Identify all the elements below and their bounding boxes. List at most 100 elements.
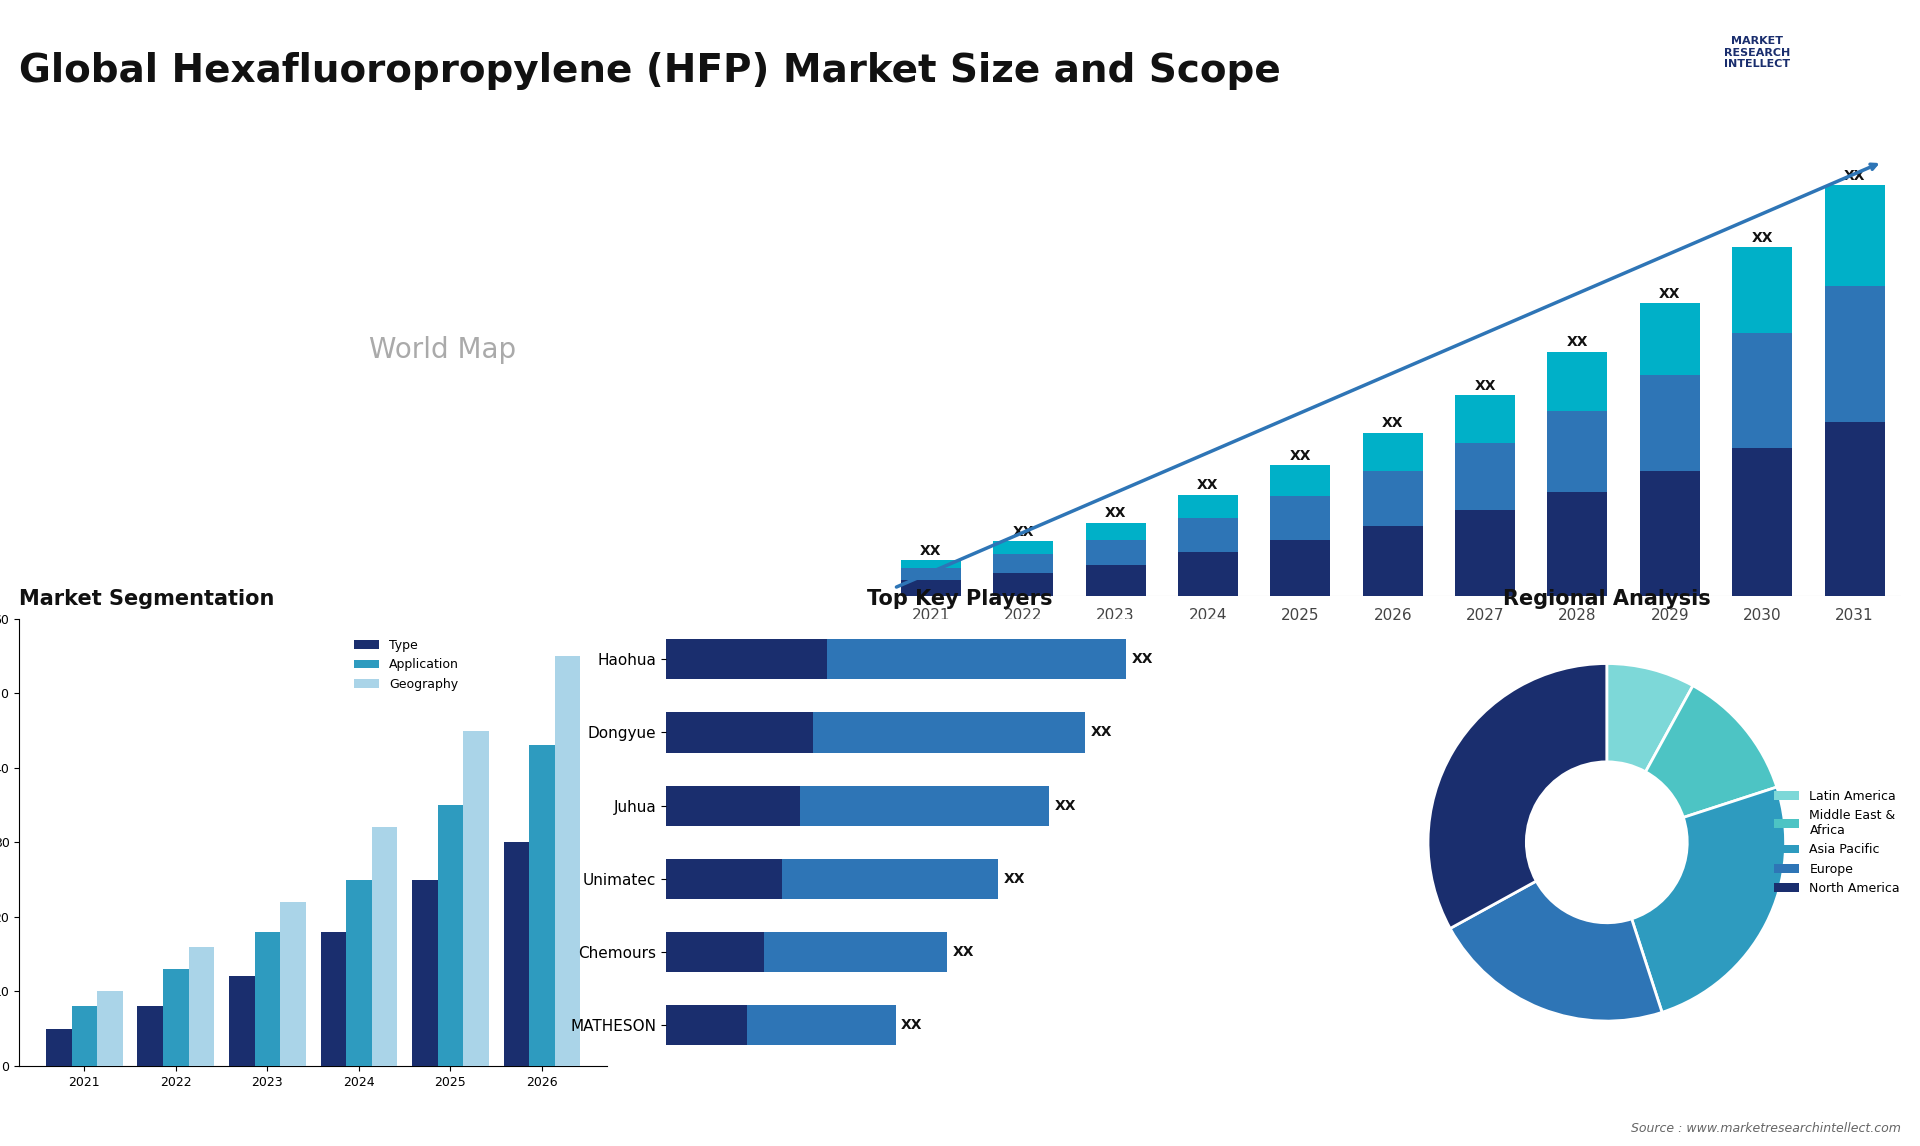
Text: MARKET
RESEARCH
INTELLECT: MARKET RESEARCH INTELLECT [1724, 37, 1789, 69]
Text: XX: XX [1054, 799, 1075, 813]
Text: XX: XX [1843, 168, 1866, 183]
Text: XX: XX [900, 1019, 924, 1033]
Legend: Latin America, Middle East &
Africa, Asia Pacific, Europe, North America: Latin America, Middle East & Africa, Asi… [1770, 785, 1905, 900]
Text: XX: XX [1659, 288, 1680, 301]
Bar [747, 1005, 897, 1045]
Text: XX: XX [1475, 379, 1496, 393]
Wedge shape [1428, 664, 1607, 928]
Bar [188, 947, 215, 1066]
Text: 2029: 2029 [1651, 609, 1690, 623]
Bar [666, 785, 801, 826]
Bar [1271, 465, 1331, 496]
Text: XX: XX [1382, 416, 1404, 430]
Bar [503, 842, 530, 1066]
Bar [812, 713, 1085, 753]
Bar [764, 932, 947, 972]
Bar [900, 568, 960, 580]
Text: 2025: 2025 [1281, 609, 1319, 623]
Bar [372, 827, 397, 1066]
Bar [666, 858, 781, 900]
Text: 2023: 2023 [1096, 609, 1135, 623]
Bar [1363, 526, 1423, 596]
Text: XX: XX [1198, 479, 1219, 493]
Bar [1179, 495, 1238, 518]
Bar [1732, 248, 1791, 333]
Bar [255, 932, 280, 1066]
Bar [555, 656, 580, 1066]
Text: 2021: 2021 [912, 609, 950, 623]
Bar [1363, 471, 1423, 526]
Bar [1179, 552, 1238, 596]
Bar [138, 1006, 163, 1066]
Text: 2024: 2024 [1188, 609, 1227, 623]
Bar [98, 991, 123, 1066]
Text: XX: XX [1751, 231, 1772, 245]
Bar [1455, 395, 1515, 444]
Bar [280, 902, 305, 1066]
Bar [346, 880, 372, 1066]
Text: XX: XX [1104, 507, 1127, 520]
Text: 2027: 2027 [1465, 609, 1505, 623]
Bar [993, 554, 1054, 573]
Bar [438, 804, 463, 1066]
Bar [666, 1005, 747, 1045]
Bar [801, 785, 1050, 826]
Text: XX: XX [1290, 449, 1311, 463]
Bar [413, 880, 438, 1066]
Bar [163, 968, 188, 1066]
Bar [1640, 375, 1699, 471]
Text: 2026: 2026 [1373, 609, 1411, 623]
Text: XX: XX [1091, 725, 1112, 739]
Title: Top Key Players: Top Key Players [868, 589, 1052, 609]
Text: Source : www.marketresearchintellect.com: Source : www.marketresearchintellect.com [1630, 1122, 1901, 1135]
Wedge shape [1632, 787, 1786, 1012]
Bar [71, 1006, 98, 1066]
Bar [900, 560, 960, 568]
Bar [781, 858, 998, 900]
Text: XX: XX [1012, 525, 1035, 539]
Text: Global Hexafluoropropylene (HFP) Market Size and Scope: Global Hexafluoropropylene (HFP) Market … [19, 52, 1281, 89]
Bar [1179, 518, 1238, 552]
Bar [1085, 540, 1146, 565]
Bar [1640, 304, 1699, 375]
Bar [900, 580, 960, 596]
Text: 2030: 2030 [1743, 609, 1782, 623]
Wedge shape [1645, 685, 1776, 817]
Bar [993, 573, 1054, 596]
Bar [666, 713, 812, 753]
Bar [1085, 565, 1146, 596]
Bar [321, 932, 346, 1066]
Bar [1640, 471, 1699, 596]
Bar [666, 932, 764, 972]
Bar [1732, 333, 1791, 448]
Bar [530, 746, 555, 1066]
Bar [993, 541, 1054, 554]
Text: XX: XX [1131, 652, 1152, 666]
Text: XX: XX [1567, 336, 1588, 350]
Bar [1455, 444, 1515, 510]
Text: 2022: 2022 [1004, 609, 1043, 623]
Text: XX: XX [920, 544, 941, 558]
Text: 2028: 2028 [1559, 609, 1597, 623]
Bar [1824, 286, 1885, 422]
Bar [1824, 186, 1885, 286]
Bar [1548, 410, 1607, 492]
Legend: Type, Application, Geography: Type, Application, Geography [349, 634, 465, 696]
Bar [1455, 510, 1515, 596]
Bar [666, 639, 828, 680]
Bar [1732, 448, 1791, 596]
Text: World Map: World Map [369, 336, 516, 363]
Bar [1085, 523, 1146, 540]
Bar [1824, 422, 1885, 596]
Wedge shape [1450, 881, 1663, 1021]
Bar [1271, 540, 1331, 596]
Bar [828, 639, 1127, 680]
Bar [46, 1029, 71, 1066]
Text: XX: XX [1004, 872, 1025, 886]
Bar [463, 731, 490, 1066]
Text: XX: XX [952, 945, 973, 959]
Bar [228, 976, 255, 1066]
Text: 2031: 2031 [1836, 609, 1874, 623]
Text: Market Segmentation: Market Segmentation [19, 589, 275, 609]
Title: Regional Analysis: Regional Analysis [1503, 589, 1711, 609]
